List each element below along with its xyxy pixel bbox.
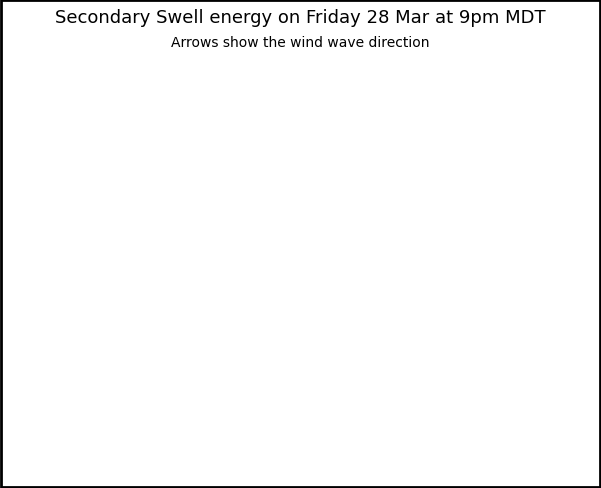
Text: Secondary Swell energy on Friday 28 Mar at 9pm MDT: Secondary Swell energy on Friday 28 Mar …	[55, 9, 546, 27]
Text: Arrows show the wind wave direction: Arrows show the wind wave direction	[171, 36, 430, 50]
